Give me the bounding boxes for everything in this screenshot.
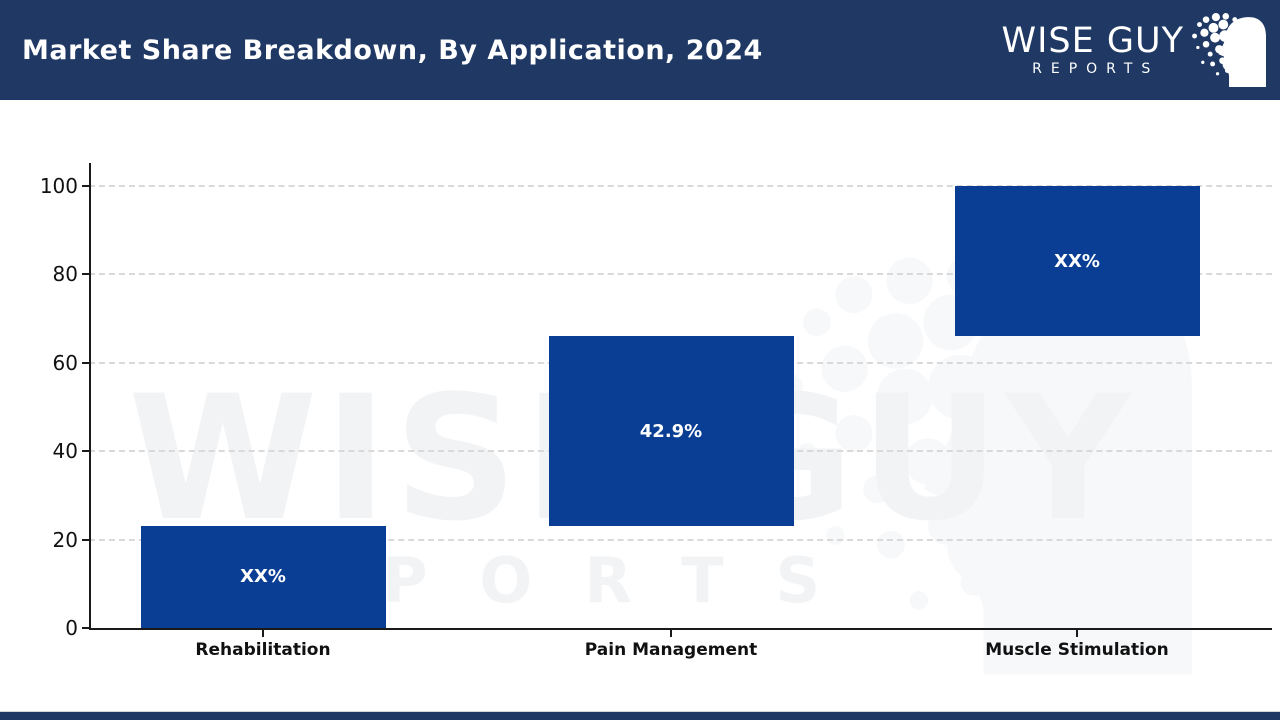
bar-rehabilitation: XX% — [140, 525, 386, 628]
y-tick-label-0: 0 — [65, 616, 78, 640]
y-tick-0 — [82, 627, 89, 629]
bar-value-label: XX% — [1054, 250, 1100, 272]
wise-guy-reports-logo: WISE GUY REPORTS — [1001, 8, 1266, 92]
bar-value-label: 42.9% — [639, 420, 703, 442]
y-tick-60 — [82, 361, 89, 364]
y-tick-label-40: 40 — [52, 439, 78, 464]
y-axis-line — [89, 163, 91, 630]
bar-pain-management: 42.9% — [548, 336, 794, 526]
y-tick-label-60: 60 — [52, 350, 78, 375]
chart-area: WISE GUY REPORTS 020406080100XX%42.9%XX%… — [0, 100, 1280, 712]
y-tick-label-20: 20 — [52, 527, 78, 552]
page-title: Market Share Breakdown, By Application, … — [22, 34, 763, 66]
y-gridline-100 — [89, 185, 1272, 187]
x-category-label-2: Pain Management — [584, 640, 758, 660]
x-tick-3 — [1076, 630, 1078, 637]
y-tick-80 — [82, 273, 89, 276]
y-gridline-20 — [89, 538, 1272, 541]
logo-subtitle: REPORTS — [1032, 60, 1160, 77]
footer-hairline — [0, 711, 1280, 712]
x-tick-1 — [262, 630, 264, 637]
header-band: Market Share Breakdown, By Application, … — [0, 0, 1280, 100]
y-tick-100 — [82, 185, 89, 187]
y-tick-label-100: 100 — [39, 174, 78, 198]
y-tick-20 — [82, 538, 89, 541]
logo-text: WISE GUY REPORTS — [1001, 23, 1184, 77]
x-category-label-1: Rehabilitation — [195, 640, 331, 660]
x-tick-2 — [670, 630, 672, 637]
footer-band — [0, 712, 1280, 720]
logo-wordmark: WISE GUY — [1001, 21, 1184, 62]
y-tick-label-80: 80 — [52, 262, 78, 287]
x-axis-line — [89, 628, 1272, 630]
y-tick-40 — [82, 450, 89, 453]
dotted-face-icon — [1192, 13, 1266, 87]
bar-muscle-stimulation: XX% — [954, 186, 1200, 337]
y-gridline-80 — [89, 273, 1272, 276]
bar-value-label: XX% — [240, 566, 286, 588]
x-category-label-3: Muscle Stimulation — [985, 640, 1169, 660]
